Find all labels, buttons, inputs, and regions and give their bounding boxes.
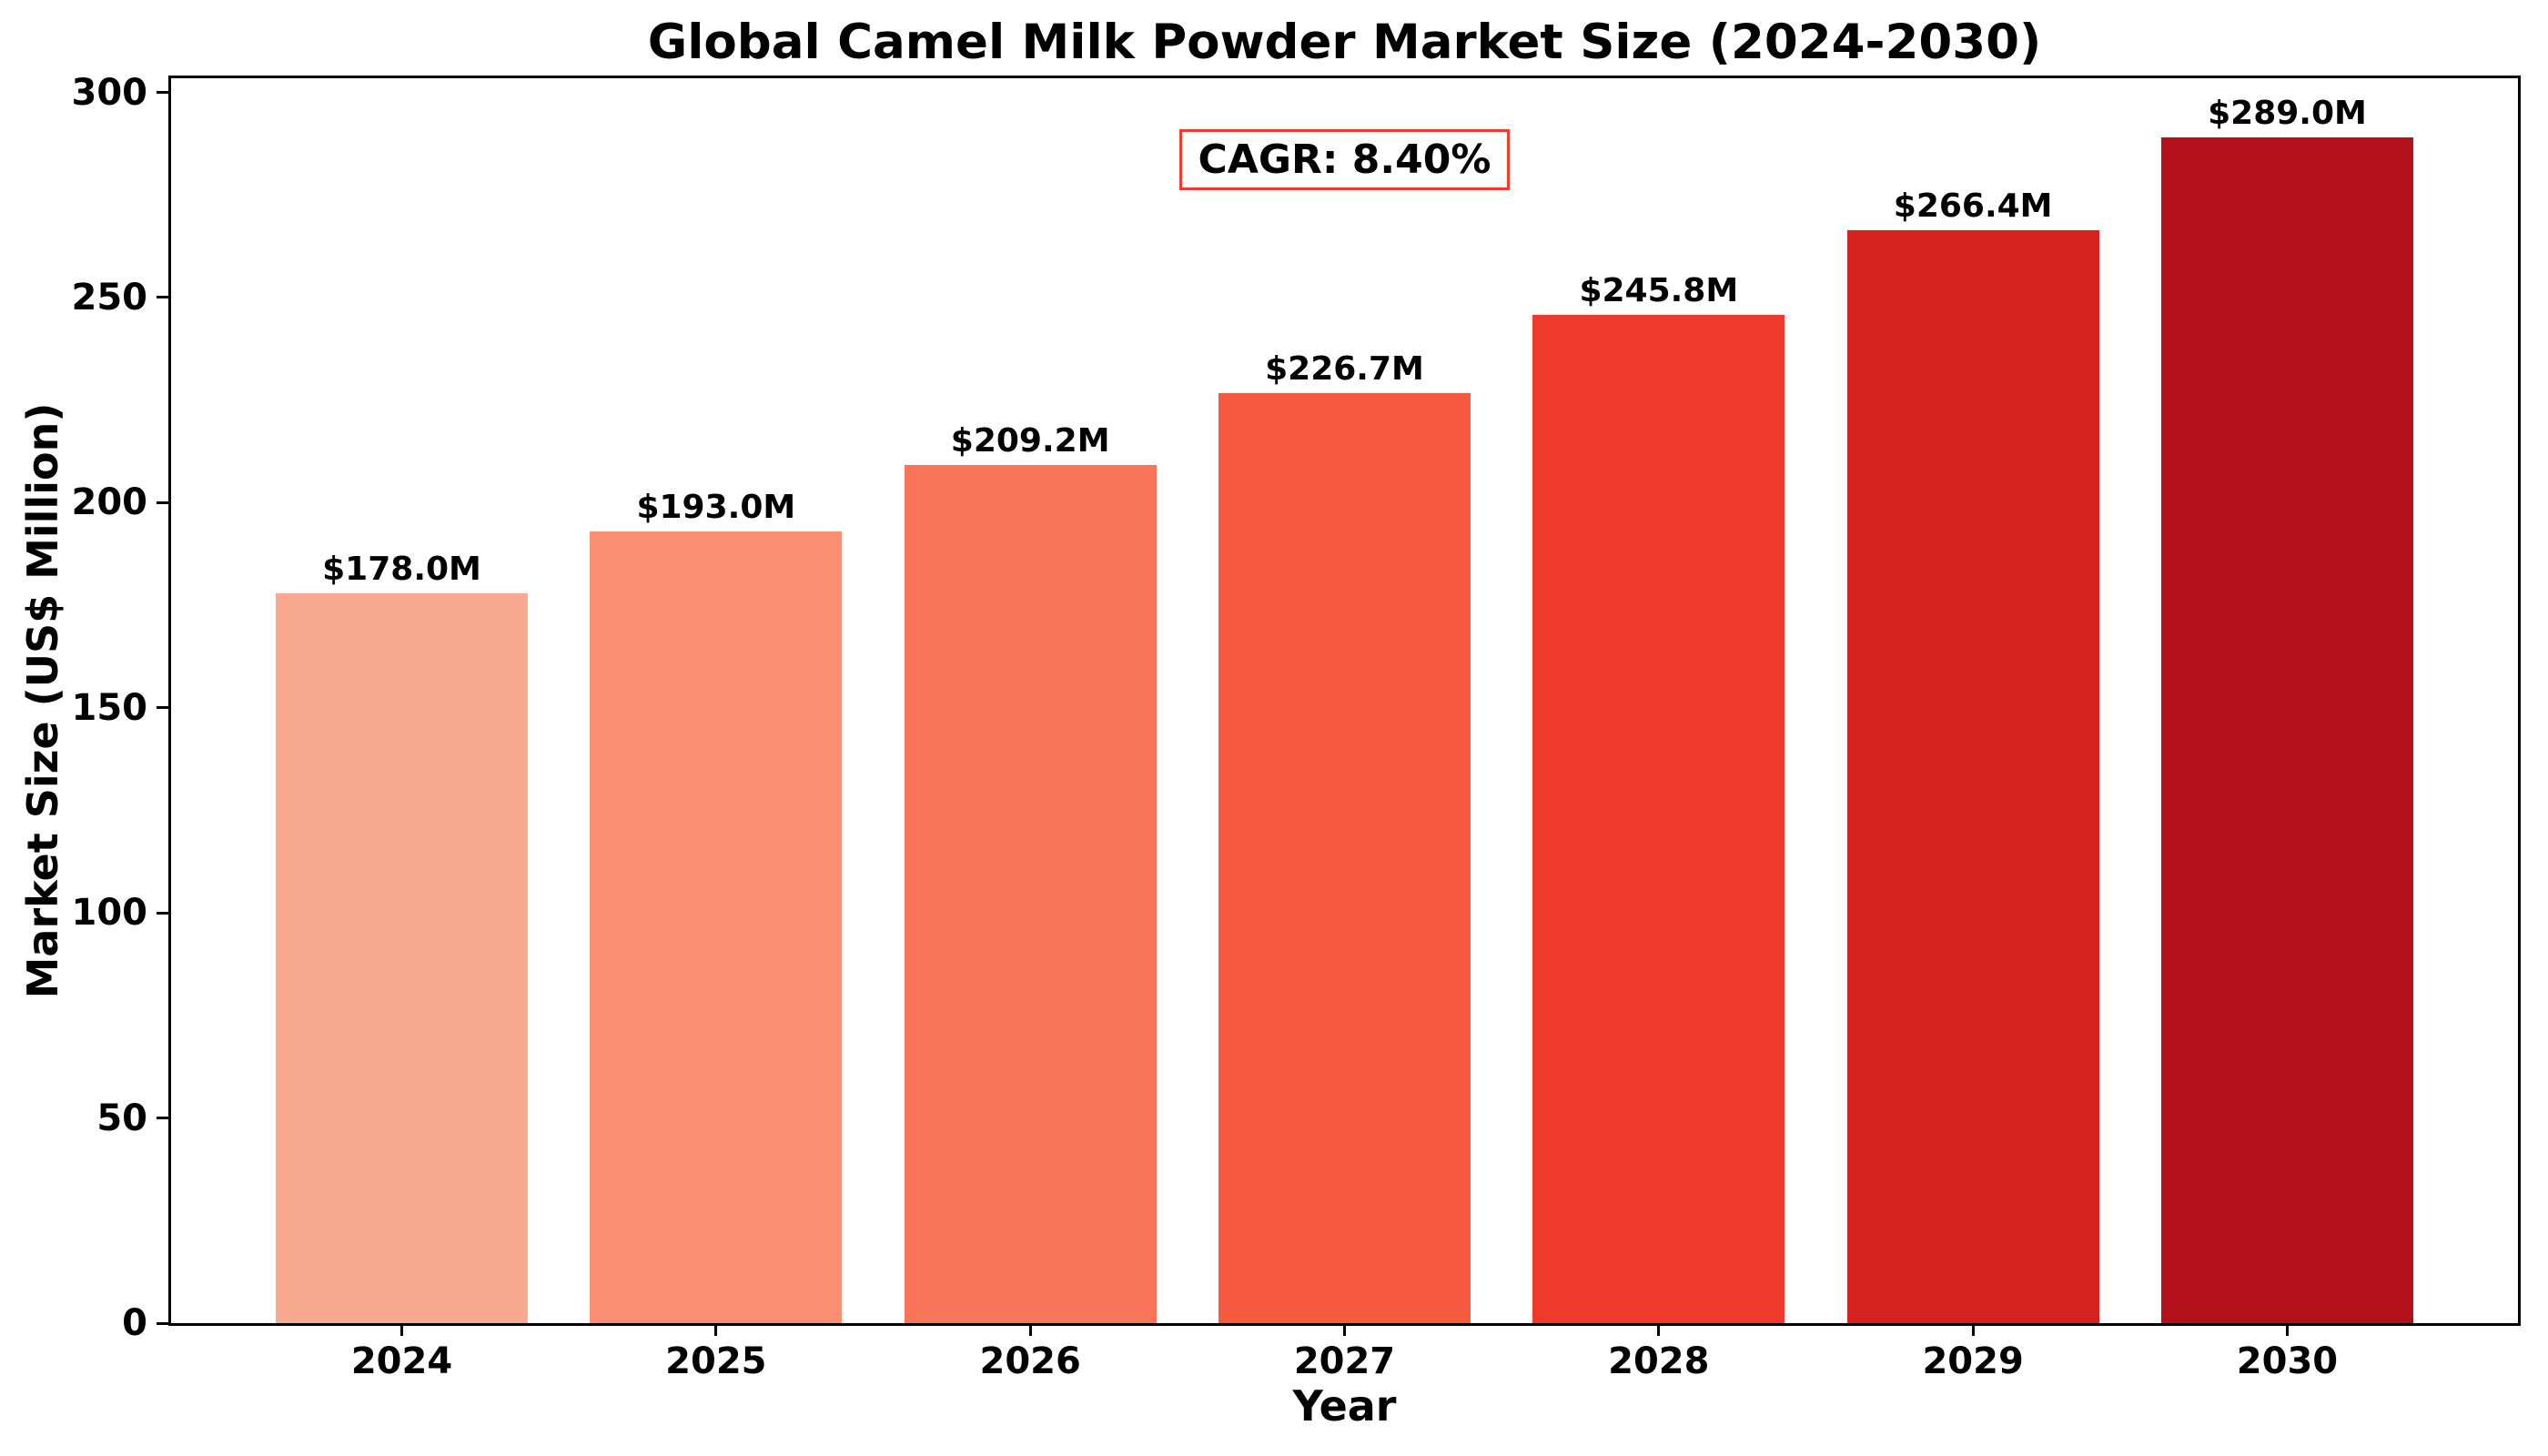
bar-2026: $209.2M bbox=[904, 422, 1157, 1323]
y-tick-mark bbox=[157, 706, 168, 710]
x-tick-mark bbox=[1971, 1323, 1975, 1336]
x-tick-2029: 2029 bbox=[1847, 1323, 2099, 1382]
bar-value-label: $289.0M bbox=[2208, 95, 2367, 133]
y-tick-mark bbox=[157, 91, 168, 95]
cagr-annotation-text: CAGR: 8.40% bbox=[1198, 136, 1491, 183]
bars: $178.0M $193.0M $209.2M $226.7M $245.8M $266.… bbox=[171, 78, 2518, 1323]
bar-value-label: $266.4M bbox=[1893, 187, 2053, 226]
x-tick-2030: 2030 bbox=[2161, 1323, 2413, 1382]
chart-title: Global Camel Milk Powder Market Size (20… bbox=[647, 15, 2042, 70]
y-tick-label: 150 bbox=[71, 686, 148, 729]
bar-value-label: $209.2M bbox=[950, 421, 1110, 460]
y-tick-mark bbox=[157, 296, 168, 299]
y-tick-mark bbox=[157, 500, 168, 504]
cagr-annotation: CAGR: 8.40% bbox=[1178, 129, 1511, 190]
y-tick-label: 50 bbox=[96, 1097, 147, 1139]
x-tick-mark bbox=[1657, 1323, 1661, 1336]
y-tick-label: 100 bbox=[71, 892, 148, 935]
bar-2024: $178.0M bbox=[276, 551, 528, 1323]
x-tick-2025: 2025 bbox=[590, 1323, 842, 1382]
plot-area: $178.0M $193.0M $209.2M $226.7M $245.8M $266.… bbox=[72, 72, 2521, 1382]
x-tick-mark bbox=[400, 1323, 403, 1336]
x-tick-mark bbox=[714, 1323, 718, 1336]
bar-value-label: $226.7M bbox=[1265, 350, 1424, 389]
x-tick-2027: 2027 bbox=[1218, 1323, 1471, 1382]
x-tick-label: 2030 bbox=[2236, 1340, 2339, 1382]
y-tick-label: 300 bbox=[71, 71, 148, 114]
bar-2025: $193.0M bbox=[590, 489, 843, 1323]
y-tick-label: 200 bbox=[71, 481, 148, 524]
x-tick-label: 2028 bbox=[1608, 1340, 1710, 1382]
x-tick-2026: 2026 bbox=[905, 1323, 1157, 1382]
x-tick-label: 2027 bbox=[1293, 1340, 1396, 1382]
x-ticks: 2024 2025 2026 2027 2028 2029 2030 bbox=[171, 1323, 2518, 1382]
bar-value-label: $245.8M bbox=[1579, 271, 1739, 309]
y-tick-mark bbox=[157, 1321, 168, 1325]
x-tick-2024: 2024 bbox=[276, 1323, 528, 1382]
bar-value-label: $193.0M bbox=[636, 488, 796, 526]
x-tick-mark bbox=[1342, 1323, 1346, 1336]
bar-2029: $266.4M bbox=[1846, 187, 2099, 1323]
bar-2028: $245.8M bbox=[1532, 272, 1785, 1323]
bar-value-label: $178.0M bbox=[322, 550, 481, 588]
x-axis-label: Year bbox=[1292, 1381, 1397, 1431]
x-tick-label: 2024 bbox=[350, 1340, 453, 1382]
x-tick-label: 2029 bbox=[1922, 1340, 2024, 1382]
y-tick-label: 250 bbox=[71, 276, 148, 318]
y-tick-label: 0 bbox=[122, 1302, 147, 1344]
y-tick-mark bbox=[157, 1117, 168, 1120]
x-tick-mark bbox=[2285, 1323, 2289, 1336]
y-axis-label: Market Size (US$ Million) bbox=[18, 402, 67, 999]
x-tick-mark bbox=[1028, 1323, 1032, 1336]
x-tick-label: 2025 bbox=[665, 1340, 767, 1382]
bar-2030: $289.0M bbox=[2160, 95, 2413, 1323]
x-tick-2028: 2028 bbox=[1532, 1323, 1785, 1382]
x-tick-label: 2026 bbox=[979, 1340, 1081, 1382]
y-tick-mark bbox=[157, 911, 168, 915]
bar-2027: $226.7M bbox=[1218, 350, 1471, 1323]
